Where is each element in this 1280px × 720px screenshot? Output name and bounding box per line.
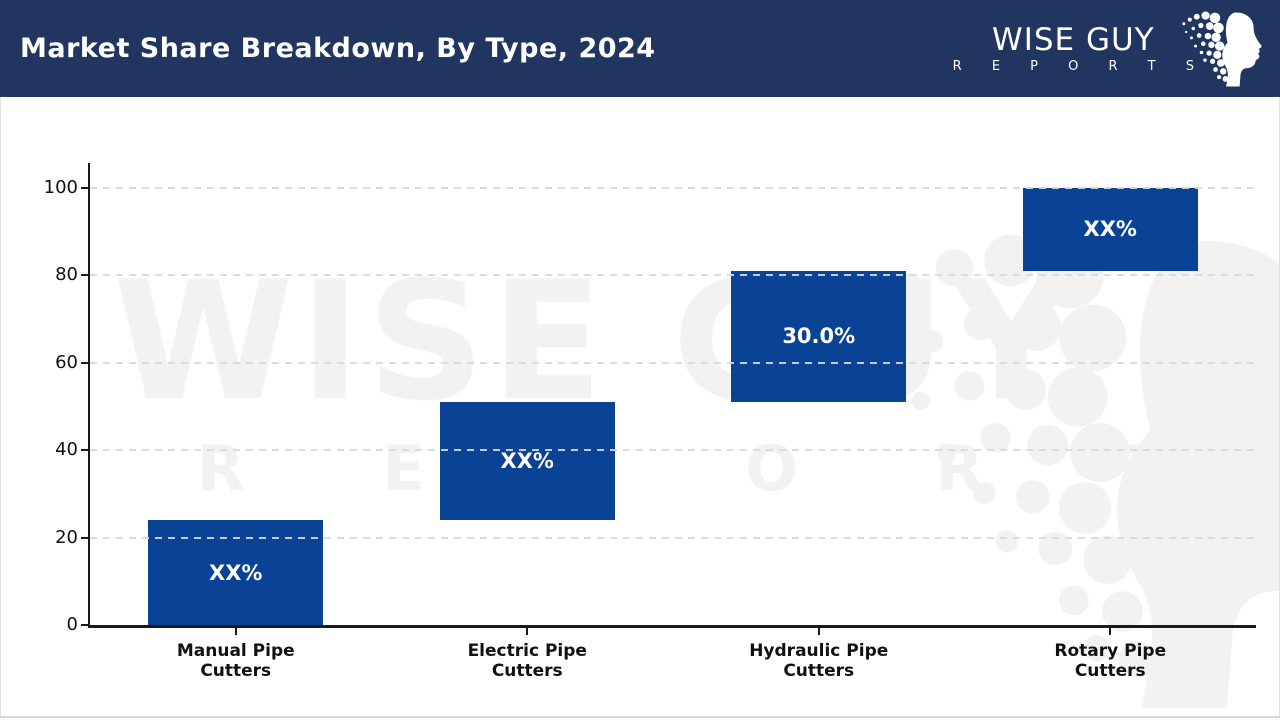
y-tick-mark [81, 536, 89, 539]
x-tick-mark [234, 628, 237, 635]
page-title: Market Share Breakdown, By Type, 2024 [20, 33, 656, 64]
y-tick-label: 40 [55, 439, 78, 460]
gridline-20 [90, 536, 1256, 539]
category-label-line: Cutters [1074, 661, 1146, 681]
category-label-hydraulic-pipe-cutters: Hydraulic Pipe Cutters [672, 641, 966, 681]
y-tick-mark [81, 449, 89, 451]
category-label-line: Cutters [783, 661, 855, 681]
category-label-line: Cutters [491, 661, 563, 681]
y-tick-label: 0 [66, 614, 78, 635]
logo-wordmark: WISE GUY [992, 21, 1155, 58]
category-label-line: Manual Pipe [176, 641, 295, 661]
category-label-line: Cutters [200, 661, 272, 681]
gridline-80 [90, 274, 1256, 276]
bar-value-label: XX% [500, 448, 554, 473]
y-tick-label: 100 [43, 176, 78, 198]
x-tick-mark [817, 628, 820, 635]
wise-guy-reports-logo: WISE GUY R E P O R T S [953, 10, 1266, 88]
gridline-60 [90, 361, 1256, 364]
bar-electric-pipe-cutters [439, 401, 615, 520]
y-axis-spine [88, 163, 90, 627]
category-label-line: Rotary Pipe [1054, 641, 1167, 661]
category-label-rotary-pipe-cutters: Rotary Pipe Cutters [963, 641, 1257, 681]
category-label-electric-pipe-cutters: Electric Pipe Cutters [380, 641, 674, 681]
bar-rotary-pipe-cutters [1022, 187, 1198, 271]
x-tick-mark [526, 628, 529, 635]
y-tick-mark [81, 186, 89, 189]
y-tick-label: 60 [55, 351, 78, 373]
gridline-40 [90, 449, 1256, 451]
logo-text: WISE GUY R E P O R T S [953, 21, 1194, 73]
x-tick-mark [1109, 628, 1112, 635]
header-bar: Market Share Breakdown, By Type, 2024 WI… [0, 0, 1280, 97]
chart-area: WISE GUY R E P O R T S 020406080100XX%Ma… [0, 97, 1280, 718]
y-tick-mark [81, 361, 89, 364]
x-axis-spine [88, 625, 1256, 628]
category-label-line: Electric Pipe [467, 641, 587, 661]
category-label-manual-pipe-cutters: Manual Pipe Cutters [89, 641, 383, 681]
bar-value-label: 30.0% [782, 324, 856, 349]
dotted-face-logo-icon [1182, 10, 1262, 87]
y-tick-label: 80 [55, 264, 78, 285]
logo-subtitle: R E P O R T S [952, 58, 1207, 74]
y-tick-mark [81, 274, 89, 276]
y-tick-mark [81, 624, 89, 626]
bar-hydraulic-pipe-cutters [731, 270, 907, 402]
gridline-100 [90, 186, 1256, 189]
y-tick-label: 20 [55, 526, 78, 548]
bar-value-label: XX% [1083, 217, 1137, 242]
category-label-line: Hydraulic Pipe [749, 641, 889, 661]
bar-value-label: XX% [209, 560, 263, 585]
